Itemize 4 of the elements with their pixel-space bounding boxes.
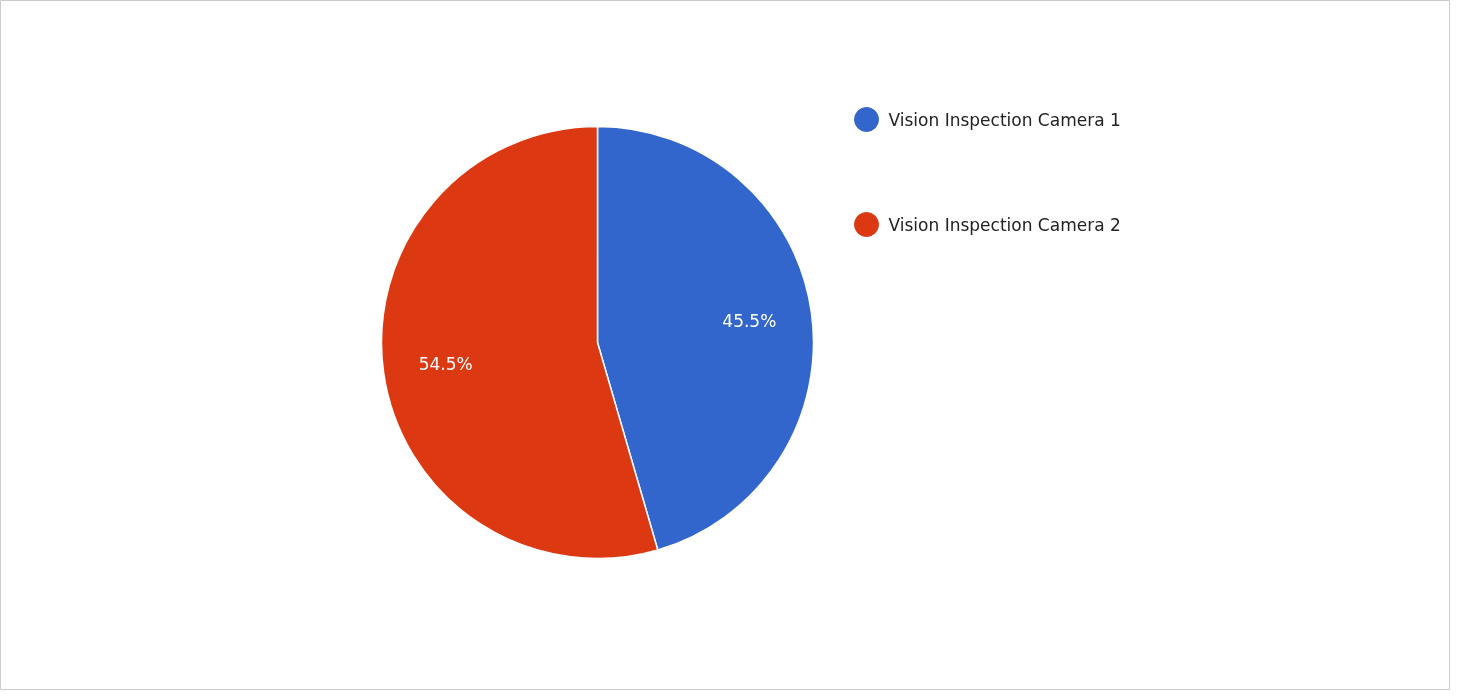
- legend-label: Vision Inspection Camera 1: [888, 109, 1121, 130]
- legend-label: Vision Inspection Camera 2: [888, 214, 1121, 235]
- data-label: 45.5%: [722, 310, 777, 331]
- data-label: 54.5%: [418, 354, 473, 375]
